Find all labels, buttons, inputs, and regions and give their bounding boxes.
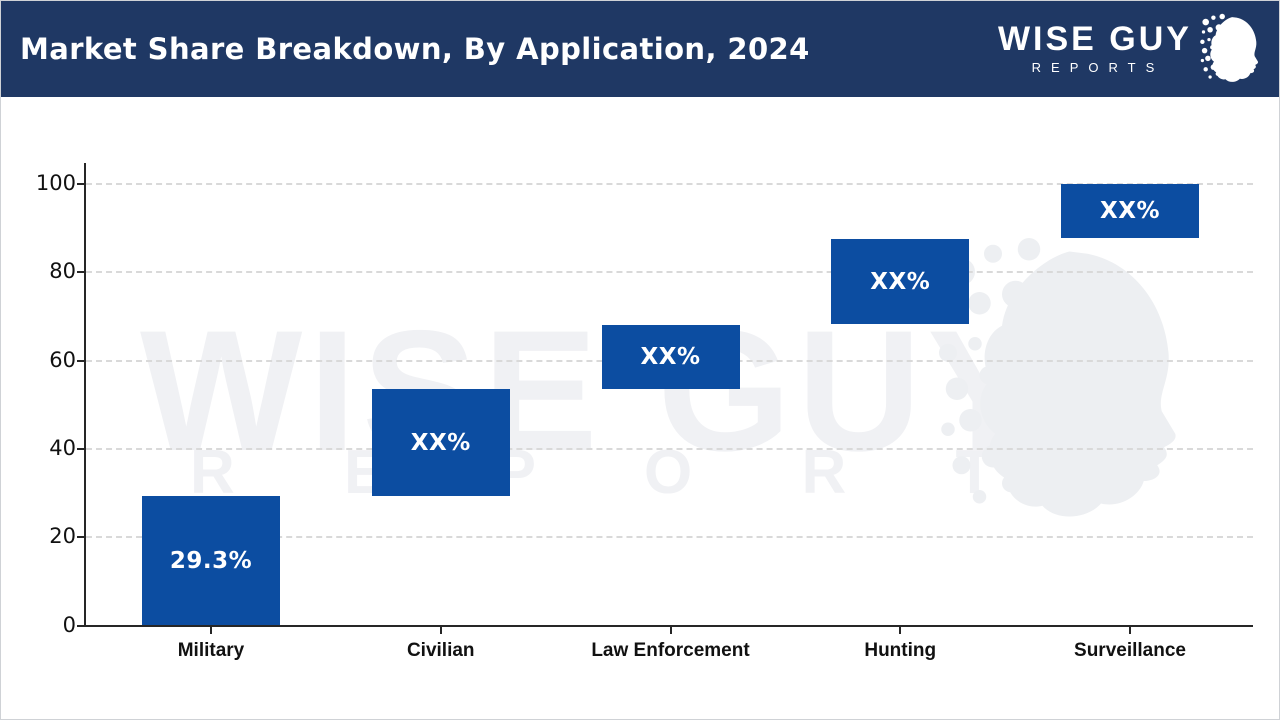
wise-guy-reports-logo: WISE GUY REPORTS xyxy=(998,13,1280,85)
bar-law-enforcement xyxy=(601,324,740,390)
x-tick-label-hunting: Hunting xyxy=(864,639,937,661)
y-axis-line xyxy=(84,163,86,627)
x-tick-mark-military xyxy=(210,626,212,634)
y-tick-label-60: 60 xyxy=(49,347,76,372)
waterfall-chart-area: WISE GUY R E P O R T S 0 20 40 60 80 100 29.3%… xyxy=(0,97,1280,720)
logo-brand-text: WISE GUY xyxy=(997,20,1192,58)
y-tick-mark-40 xyxy=(77,447,84,450)
gridline-20 xyxy=(86,536,1253,539)
y-tick-mark-60 xyxy=(77,359,84,362)
y-tick-mark-0 xyxy=(77,624,84,627)
y-tick-mark-100 xyxy=(77,183,84,185)
bar-hunting xyxy=(831,238,970,325)
watermark-brand: WISE GUY xyxy=(140,295,1049,487)
gridline-40 xyxy=(86,447,1253,450)
watermark-head-profile-icon xyxy=(930,217,1200,547)
bar-military xyxy=(142,496,280,626)
y-tick-label-40: 40 xyxy=(49,435,76,460)
x-tick-mark-hunting xyxy=(899,626,902,634)
y-tick-mark-80 xyxy=(77,271,84,274)
x-tick-mark-law-enforcement xyxy=(669,626,672,634)
y-tick-label-80: 80 xyxy=(49,259,76,284)
gridline-100 xyxy=(86,183,1253,185)
head-profile-dots-icon xyxy=(1198,13,1264,85)
x-tick-label-military: Military xyxy=(177,639,245,661)
bar-label-military: 29.3% xyxy=(169,547,253,574)
bar-label-surveillance: XX% xyxy=(1099,198,1160,225)
bar-label-hunting: XX% xyxy=(870,268,931,295)
x-tick-mark-civilian xyxy=(439,626,442,634)
y-tick-label-20: 20 xyxy=(49,524,76,549)
y-tick-label-100: 100 xyxy=(35,171,76,195)
bar-label-law-enforcement: XX% xyxy=(640,344,701,371)
bar-civilian xyxy=(371,389,510,497)
x-tick-label-civilian: Civilian xyxy=(406,639,475,661)
gridline-80 xyxy=(86,271,1253,274)
y-tick-mark-20 xyxy=(77,536,84,539)
x-tick-mark-surveillance xyxy=(1129,626,1131,634)
bar-label-civilian: XX% xyxy=(410,429,471,456)
logo-text: WISE GUY REPORTS xyxy=(998,22,1192,75)
x-tick-label-law-enforcement: Law Enforcement xyxy=(591,639,750,661)
logo-subtext: REPORTS xyxy=(1031,60,1165,75)
x-tick-label-surveillance: Surveillance xyxy=(1074,639,1186,661)
y-tick-label-0: 0 xyxy=(62,612,76,637)
page-title: Market Share Breakdown, By Application, … xyxy=(20,31,810,66)
x-axis-line xyxy=(84,624,1253,627)
chart-header-band: Market Share Breakdown, By Application, … xyxy=(0,0,1280,97)
bar-surveillance xyxy=(1061,184,1199,239)
